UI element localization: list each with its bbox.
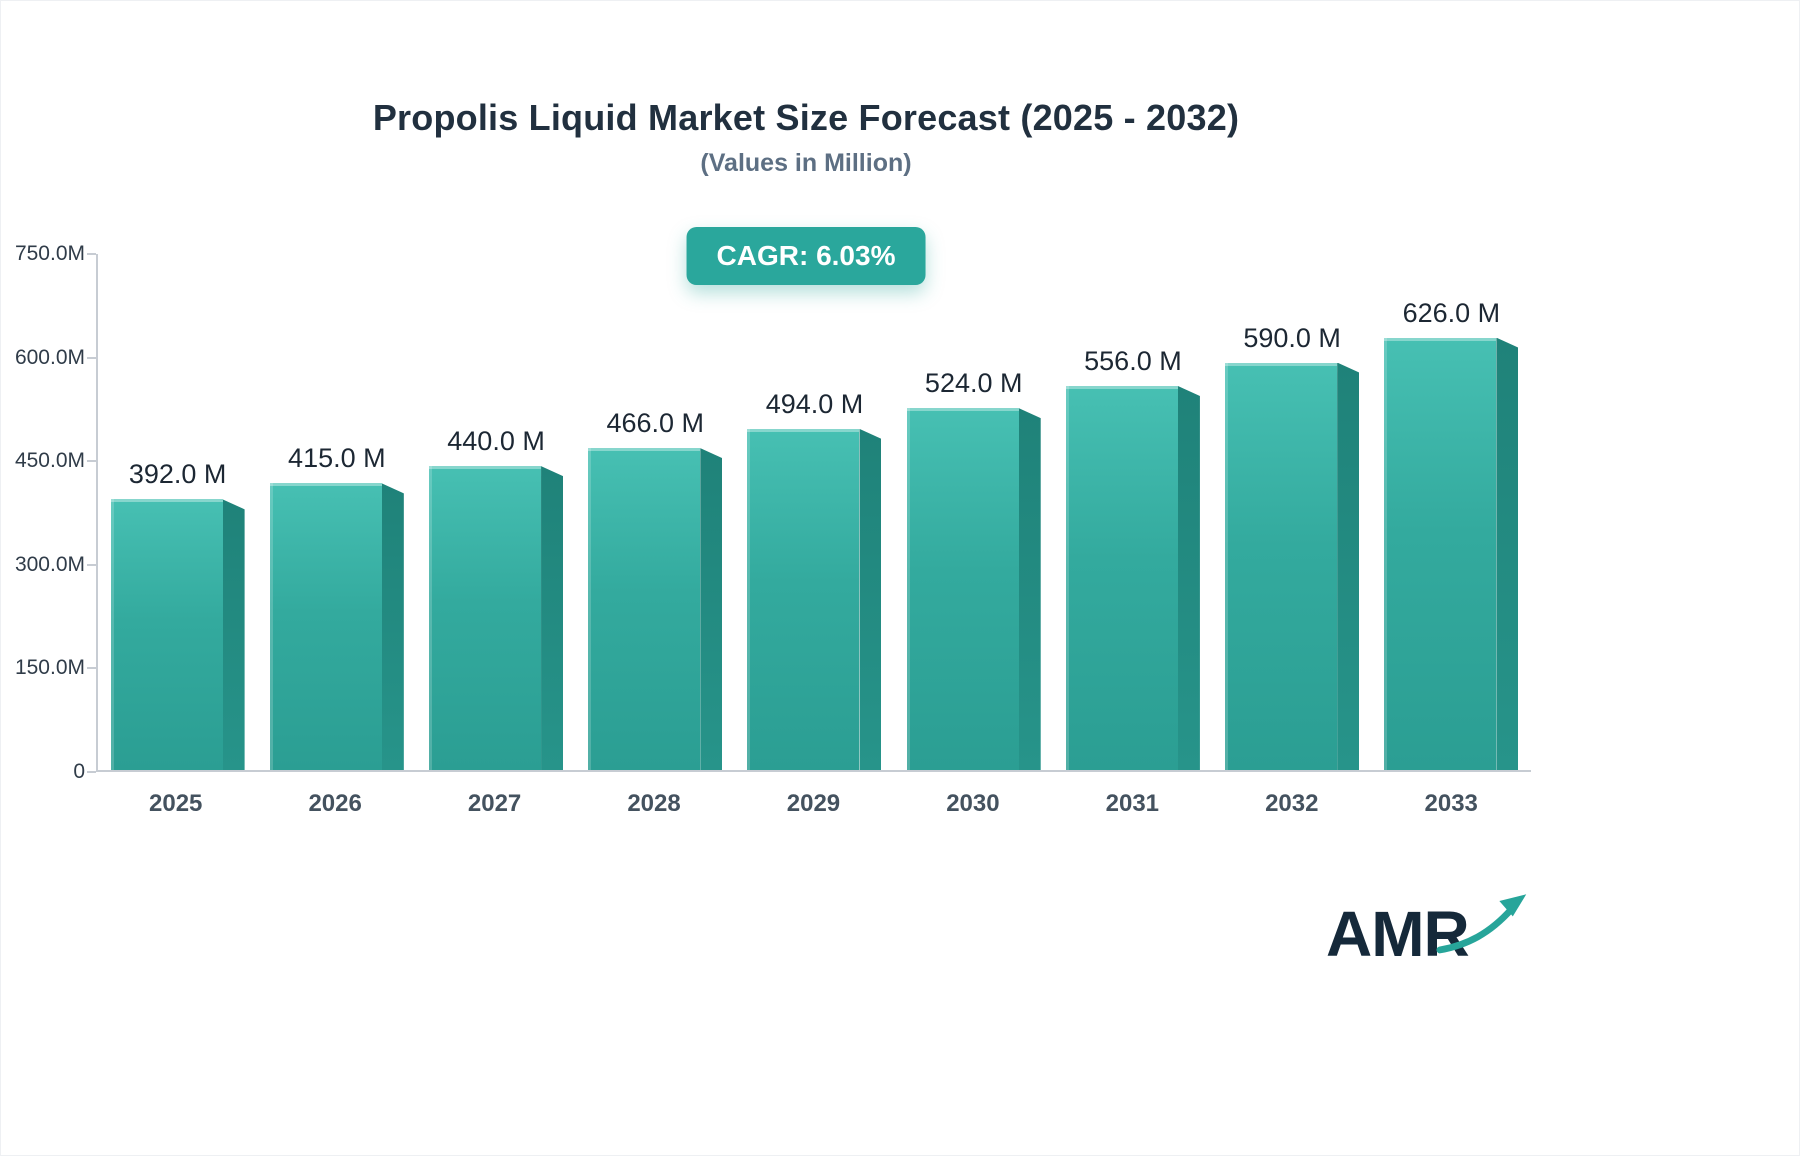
logo-arrow-icon [1436, 894, 1527, 954]
x-axis-label: 2025 [149, 790, 203, 817]
logo-text: AMR [1326, 898, 1470, 970]
bar-slot: 392.0 M [98, 254, 257, 770]
bar-front-face [1384, 337, 1497, 771]
bar-value-label: 440.0 M [447, 426, 545, 457]
bar-front-face [110, 499, 223, 770]
bar-side-face [1337, 362, 1360, 770]
bar-side-face [1496, 337, 1519, 770]
amr-logo: AMR [1326, 894, 1536, 983]
bar-value-label: 415.0 M [288, 443, 386, 474]
x-axis-label: 2031 [1105, 790, 1160, 817]
y-axis-label: 150.0M [14, 656, 85, 680]
bar-slot: 556.0 M [1053, 254, 1212, 770]
bar-front-face [1225, 362, 1338, 770]
chart-subtitle: (Values in Million) [700, 149, 912, 177]
bar-slot: 466.0 M [576, 254, 735, 770]
bar [588, 448, 723, 770]
bar-side-face [222, 499, 245, 770]
bar-front-face [588, 448, 701, 770]
y-axis-label: 450.0M [14, 449, 85, 473]
bar [1065, 386, 1200, 770]
bar-slot: 626.0 M [1372, 254, 1531, 771]
y-axis-tick [87, 253, 96, 255]
bar-slot: 415.0 M [257, 254, 416, 770]
x-axis-label: 2030 [946, 790, 1000, 817]
x-axis-label: 2028 [627, 790, 681, 817]
bar-value-label: 524.0 M [924, 368, 1023, 399]
bar-value-label: 392.0 M [128, 459, 227, 490]
y-axis-tick [87, 771, 96, 773]
y-axis-label: 600.0M [14, 345, 85, 369]
bar-side-face [541, 466, 564, 770]
bar-front-face [429, 466, 542, 770]
y-axis-tick [87, 667, 96, 670]
bar-slot: 524.0 M [894, 254, 1053, 770]
bar-side-face [1018, 408, 1041, 770]
y-axis-tick [87, 563, 96, 566]
plot-area: 392.0 M 415.0 M 440.0 M 466.0 M 494.0 M 524.0… [96, 254, 1531, 772]
y-axis-label: 750.0M [14, 242, 85, 265]
bar [110, 499, 245, 770]
x-axis-labels: 2025 2026 2027 2028 2029 2030 2031 2032 2033 [96, 790, 1531, 818]
x-axis-label: 2033 [1424, 790, 1478, 817]
bar-side-face [1177, 386, 1200, 770]
bar [1384, 337, 1519, 771]
bar [429, 466, 564, 770]
bar-slot: 440.0 M [416, 254, 575, 770]
bar-slot: 590.0 M [1213, 254, 1372, 770]
bar [269, 483, 404, 770]
bar-slot: 494.0 M [735, 254, 894, 771]
bar-value-label: 590.0 M [1243, 322, 1341, 353]
x-axis-label: 2026 [308, 790, 362, 817]
y-axis-label: 300.0M [14, 552, 85, 576]
bar-value-label: 626.0 M [1402, 297, 1501, 328]
x-axis-label: 2029 [786, 790, 841, 817]
bar-value-label: 466.0 M [606, 408, 705, 439]
y-axis-label: 0 [73, 760, 85, 783]
x-axis-label: 2027 [467, 790, 522, 817]
bar-front-face [1065, 386, 1178, 770]
bar [1225, 362, 1360, 770]
chart-title: Propolis Liquid Market Size Forecast (20… [372, 97, 1240, 138]
bar-value-label: 494.0 M [765, 388, 864, 419]
y-axis-tick [87, 356, 96, 359]
cagr-badge: CAGR: 6.03% [686, 227, 926, 285]
bar-side-face [859, 428, 882, 770]
bar-front-face [747, 428, 860, 771]
bar-side-face [381, 483, 404, 770]
bar-front-face [906, 408, 1019, 770]
x-axis-label: 2032 [1265, 790, 1319, 817]
bar [906, 408, 1041, 770]
bar-front-face [269, 483, 382, 770]
y-axis-tick [87, 460, 96, 463]
bar-value-label: 556.0 M [1084, 346, 1182, 376]
bar-side-face [700, 448, 723, 770]
bar [747, 428, 882, 771]
